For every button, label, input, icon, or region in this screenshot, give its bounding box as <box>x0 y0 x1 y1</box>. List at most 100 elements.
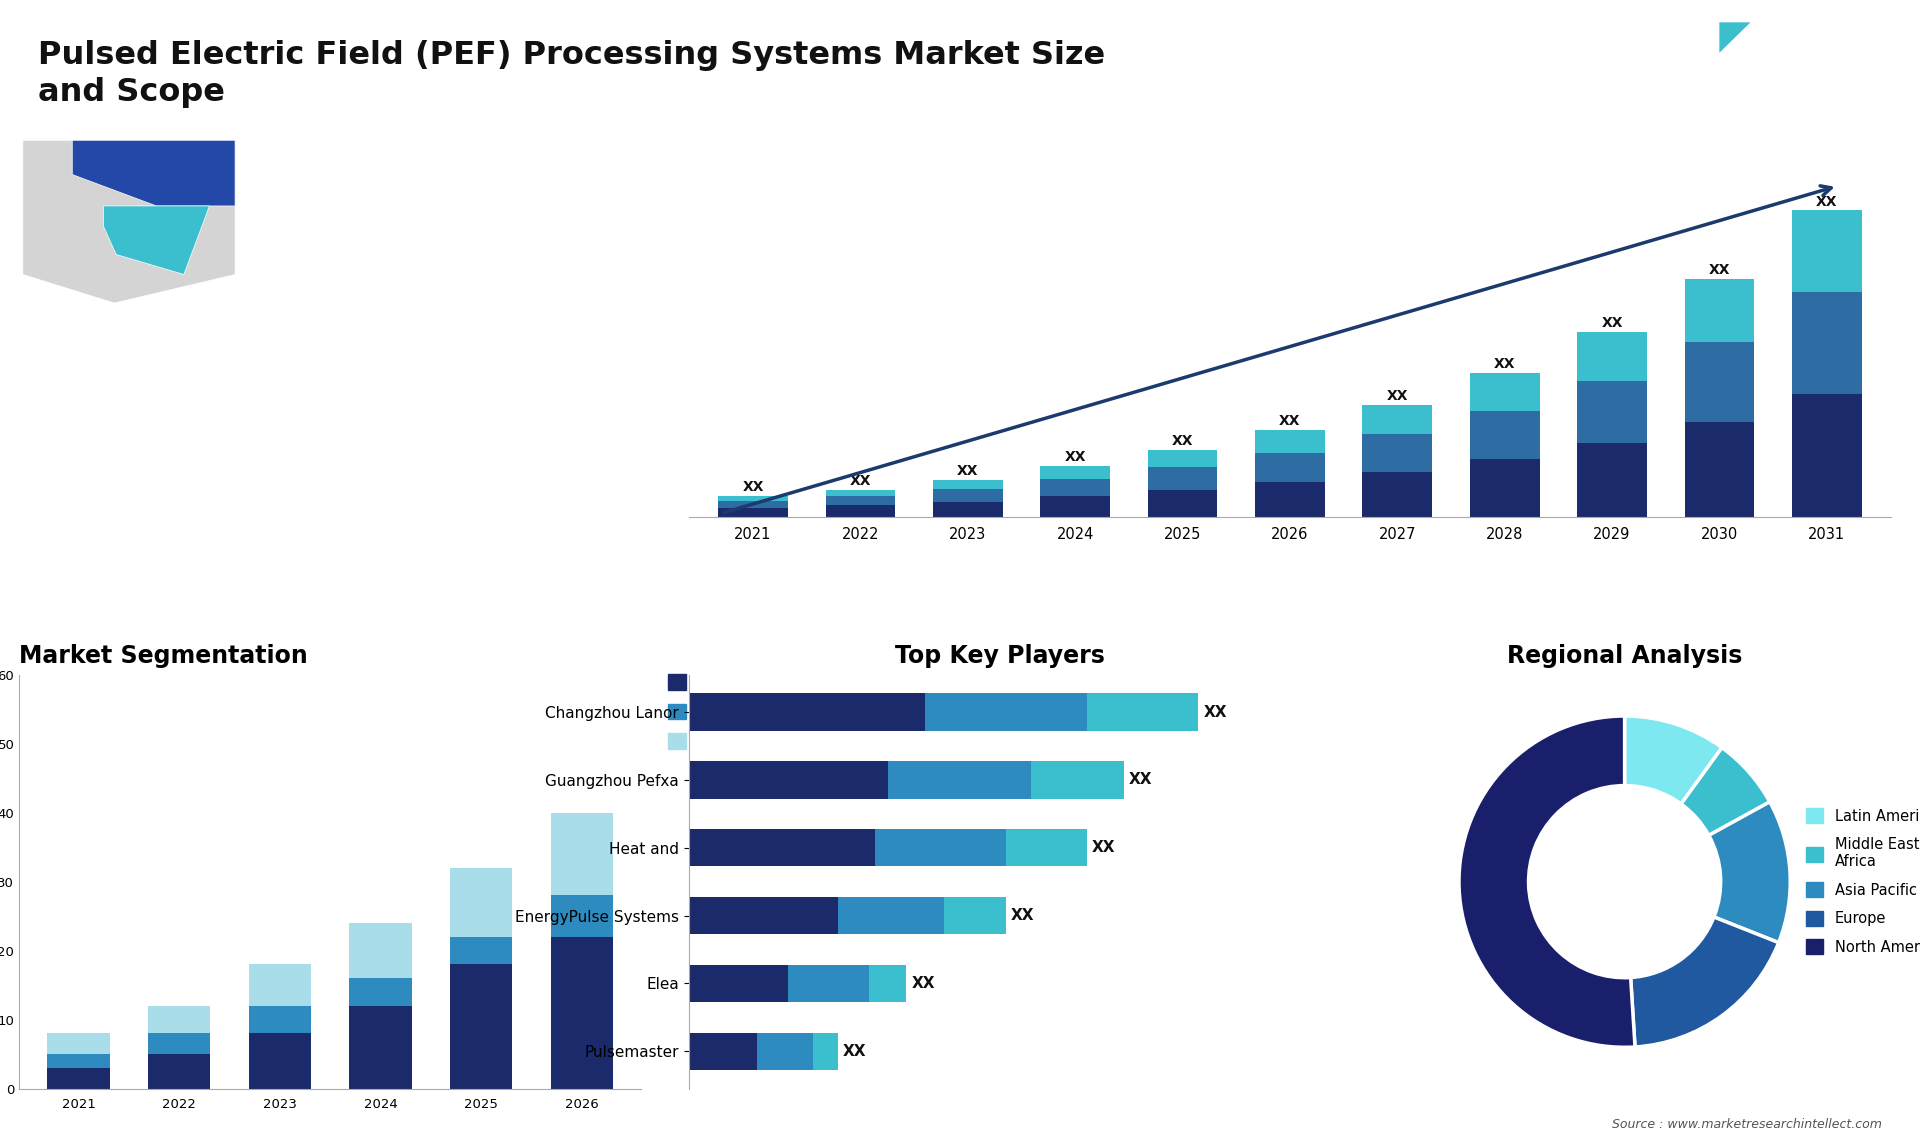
Text: XX: XX <box>1171 434 1194 448</box>
Bar <box>1256 430 1325 453</box>
Polygon shape <box>1720 22 1751 53</box>
Bar <box>1148 450 1217 468</box>
Bar <box>689 761 887 799</box>
Text: XX: XX <box>743 480 764 494</box>
Bar <box>1469 460 1540 517</box>
Bar <box>1148 490 1217 517</box>
Text: XX: XX <box>843 1044 866 1059</box>
Bar <box>1684 422 1755 517</box>
Text: XX: XX <box>1601 316 1622 330</box>
Wedge shape <box>1459 716 1636 1047</box>
Bar <box>826 496 895 505</box>
Title: Top Key Players: Top Key Players <box>895 644 1104 668</box>
Wedge shape <box>1624 716 1722 804</box>
Polygon shape <box>104 206 209 275</box>
Bar <box>718 496 787 501</box>
Title: Regional Analysis: Regional Analysis <box>1507 644 1741 668</box>
Polygon shape <box>23 140 234 303</box>
Bar <box>1469 410 1540 460</box>
Bar <box>1363 406 1432 434</box>
Text: XX: XX <box>1494 356 1515 370</box>
Bar <box>1363 472 1432 517</box>
Text: XX: XX <box>956 464 979 478</box>
Bar <box>925 693 1087 731</box>
Polygon shape <box>1663 15 1736 53</box>
Bar <box>1576 331 1647 380</box>
Bar <box>449 965 513 1089</box>
Bar <box>1684 343 1755 422</box>
Text: XX: XX <box>912 976 935 991</box>
Text: MARKET
RESEARCH
INTELLECT: MARKET RESEARCH INTELLECT <box>1784 26 1837 58</box>
Bar <box>689 693 925 731</box>
Text: XX: XX <box>851 474 872 488</box>
Legend: Type, Application, Geography: Type, Application, Geography <box>668 674 783 749</box>
Polygon shape <box>73 140 234 206</box>
Bar <box>551 937 612 1089</box>
Bar <box>718 501 787 508</box>
Bar <box>250 965 311 1006</box>
Bar <box>718 508 787 517</box>
Bar <box>349 923 411 979</box>
Bar <box>551 895 612 937</box>
Bar <box>837 897 943 934</box>
Bar <box>1791 292 1862 394</box>
Bar <box>1148 468 1217 490</box>
Legend: Latin America, Middle East &
Africa, Asia Pacific, Europe, North America: Latin America, Middle East & Africa, Asi… <box>1807 808 1920 955</box>
Text: XX: XX <box>1709 262 1730 277</box>
Bar <box>1684 278 1755 343</box>
Bar <box>148 1006 211 1034</box>
Bar <box>1256 481 1325 517</box>
Text: XX: XX <box>1816 195 1837 209</box>
Bar <box>449 937 513 965</box>
Bar <box>449 868 513 937</box>
Bar <box>1006 829 1087 866</box>
Bar <box>1041 466 1110 479</box>
Bar <box>1576 380 1647 442</box>
Bar <box>826 505 895 517</box>
Bar <box>756 1033 812 1070</box>
Bar <box>1791 211 1862 292</box>
Bar <box>689 965 787 1002</box>
Bar <box>48 1068 109 1089</box>
Bar <box>943 897 1006 934</box>
Bar <box>250 1034 311 1089</box>
Bar <box>349 979 411 1006</box>
Bar <box>1469 372 1540 410</box>
Bar <box>1576 442 1647 517</box>
Bar <box>48 1034 109 1054</box>
Wedge shape <box>1682 747 1770 835</box>
Bar <box>1041 496 1110 517</box>
Text: XX: XX <box>1092 840 1116 855</box>
Bar <box>933 480 1002 489</box>
Bar <box>1031 761 1123 799</box>
Bar <box>148 1054 211 1089</box>
Text: XX: XX <box>1010 908 1035 923</box>
Bar <box>933 489 1002 502</box>
Bar <box>1041 479 1110 496</box>
Bar <box>876 829 1006 866</box>
Bar <box>689 897 837 934</box>
Text: XX: XX <box>1129 772 1152 787</box>
Text: XX: XX <box>1279 414 1300 429</box>
Bar <box>1256 453 1325 481</box>
Text: Market Segmentation: Market Segmentation <box>19 644 307 668</box>
Text: Pulsed Electric Field (PEF) Processing Systems Market Size
and Scope: Pulsed Electric Field (PEF) Processing S… <box>38 40 1106 108</box>
Bar <box>349 1006 411 1089</box>
Bar <box>933 502 1002 517</box>
Text: XX: XX <box>1064 450 1087 464</box>
Wedge shape <box>1709 802 1789 943</box>
Bar <box>1087 693 1198 731</box>
Bar <box>826 490 895 496</box>
Bar <box>1363 434 1432 472</box>
Bar <box>250 1006 311 1034</box>
Bar <box>870 965 906 1002</box>
Bar <box>551 813 612 895</box>
Bar <box>1791 394 1862 517</box>
Bar <box>812 1033 837 1070</box>
Text: XX: XX <box>1386 390 1407 403</box>
Text: XX: XX <box>1204 705 1227 720</box>
Bar <box>887 761 1031 799</box>
Bar <box>689 1033 756 1070</box>
Text: Source : www.marketresearchintellect.com: Source : www.marketresearchintellect.com <box>1611 1118 1882 1131</box>
Bar <box>689 829 876 866</box>
